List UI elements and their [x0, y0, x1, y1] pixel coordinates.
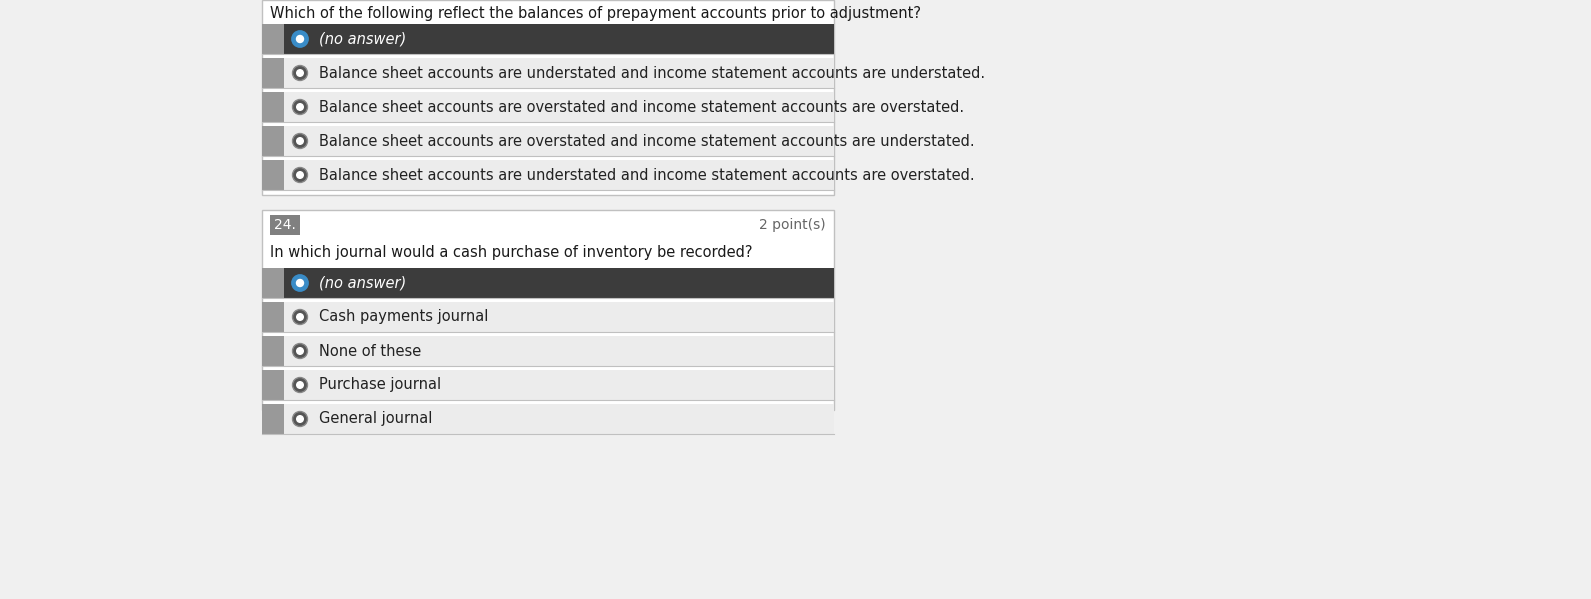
Bar	[263, 58, 285, 88]
Text: 2 point(s): 2 point(s)	[759, 218, 826, 232]
Bar	[270, 215, 301, 235]
Bar	[285, 370, 834, 400]
Text: General journal: General journal	[320, 412, 433, 426]
Bar	[285, 302, 834, 332]
Circle shape	[293, 412, 307, 426]
Circle shape	[293, 343, 307, 358]
Bar	[263, 160, 285, 190]
Circle shape	[293, 276, 307, 291]
Text: None of these: None of these	[320, 343, 422, 358]
Bar	[285, 92, 834, 122]
Bar	[263, 126, 285, 156]
Circle shape	[296, 415, 304, 423]
Circle shape	[296, 103, 304, 111]
Text: In which journal would a cash purchase of inventory be recorded?: In which journal would a cash purchase o…	[270, 245, 753, 260]
Text: Which of the following reflect the balances of prepayment accounts prior to adju: Which of the following reflect the balan…	[270, 6, 921, 21]
Circle shape	[296, 69, 304, 77]
Circle shape	[293, 168, 307, 183]
Text: Balance sheet accounts are understated and income statement accounts are oversta: Balance sheet accounts are understated a…	[320, 168, 975, 183]
Circle shape	[293, 310, 307, 325]
Bar	[285, 336, 834, 366]
Bar	[263, 302, 285, 332]
Bar	[285, 126, 834, 156]
Circle shape	[293, 377, 307, 392]
Text: 24.: 24.	[274, 218, 296, 232]
Bar	[285, 24, 834, 54]
Circle shape	[293, 65, 307, 80]
Bar	[263, 268, 285, 298]
Text: Purchase journal: Purchase journal	[320, 377, 441, 392]
Circle shape	[296, 171, 304, 179]
Bar	[263, 92, 285, 122]
Circle shape	[293, 99, 307, 114]
Circle shape	[296, 313, 304, 321]
Circle shape	[296, 381, 304, 389]
Text: (no answer): (no answer)	[320, 32, 406, 47]
Circle shape	[293, 32, 307, 47]
Circle shape	[296, 35, 304, 43]
Text: Balance sheet accounts are understated and income statement accounts are underst: Balance sheet accounts are understated a…	[320, 65, 985, 80]
Bar	[285, 268, 834, 298]
Bar	[263, 0, 834, 195]
Text: Cash payments journal: Cash payments journal	[320, 310, 488, 325]
Bar	[263, 336, 285, 366]
Text: (no answer): (no answer)	[320, 276, 406, 291]
Circle shape	[296, 137, 304, 145]
Bar	[285, 58, 834, 88]
Bar	[285, 404, 834, 434]
Circle shape	[296, 280, 304, 286]
Circle shape	[293, 134, 307, 149]
Text: Balance sheet accounts are overstated and income statement accounts are overstat: Balance sheet accounts are overstated an…	[320, 99, 964, 114]
Bar	[263, 404, 285, 434]
Bar	[263, 24, 285, 54]
Bar	[263, 370, 285, 400]
Bar	[285, 160, 834, 190]
Text: Balance sheet accounts are overstated and income statement accounts are understa: Balance sheet accounts are overstated an…	[320, 134, 975, 149]
Bar	[263, 210, 834, 410]
Circle shape	[296, 347, 304, 355]
